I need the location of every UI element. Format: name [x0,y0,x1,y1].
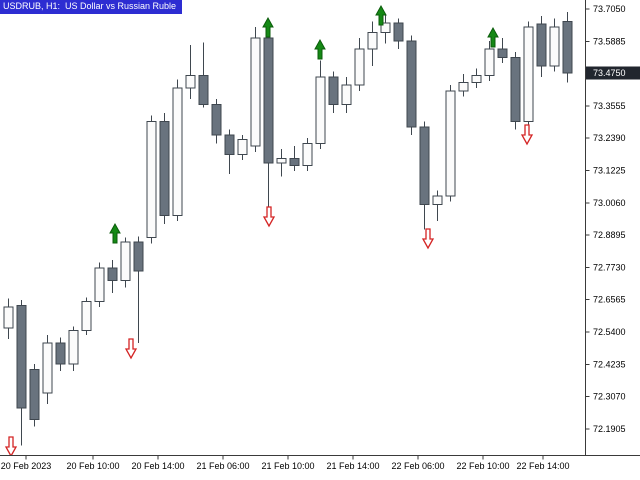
candle-body [471,75,482,83]
up-arrow-icon [487,26,499,48]
candle-body [393,22,404,42]
candle-body [367,32,378,50]
time-axis-panel [0,456,586,480]
candles-layer [3,11,573,446]
down-arrow-icon [421,228,435,250]
price-axis-label: 72.8895 [593,230,626,240]
candle-body [484,48,495,77]
time-axis-label: 22 Feb 10:00 [456,461,509,471]
candle-body [159,120,170,217]
candle-body [302,142,313,167]
price-axis-label: 73.5885 [593,36,626,46]
candle-body [523,26,534,122]
candle-body [328,76,339,106]
price-axis-label: 73.3555 [593,101,626,111]
candle-body [263,37,274,164]
candle-body [55,342,66,365]
price-axis-label: 73.1225 [593,166,626,176]
down-arrow-icon [124,338,138,360]
candle-body [250,37,261,147]
time-axis-label: 21 Feb 14:00 [326,461,379,471]
candle-body [224,134,235,156]
down-arrow-icon [4,436,18,458]
down-arrow-icon [262,206,276,228]
candle-body [510,57,521,122]
candle-body [432,195,443,205]
candle-body [107,267,118,282]
price-axis-label: 73.7050 [593,4,626,14]
candle-body [146,120,157,239]
candle-body [497,48,508,59]
candle-body [354,48,365,86]
candle-body [406,40,417,128]
price-axis-label: 72.7730 [593,262,626,272]
down-arrow-icon [520,124,534,146]
candle-body [3,306,14,329]
time-axis-label: 22 Feb 06:00 [391,461,444,471]
candle-body [81,301,92,332]
candle-body [94,267,105,303]
candle-body [198,75,209,106]
candle-body [289,158,300,167]
current-price-label: 73.4750 [593,68,626,78]
candle-body [42,342,53,394]
chart-title: USDRUB, H1: US Dollar vs Russian Ruble [0,0,183,14]
price-axis-label: 72.4235 [593,359,626,369]
time-axis-label: 21 Feb 06:00 [196,461,249,471]
price-axis-label: 72.5400 [593,327,626,337]
candle-body [133,241,144,272]
candle-body [536,23,547,67]
signals-layer [4,4,534,458]
up-arrow-icon [314,38,326,60]
time-axis-label: 20 Feb 14:00 [131,461,184,471]
candle-body [549,26,560,67]
candle-body [276,158,287,164]
candle-body [211,104,222,136]
candle-body [172,87,183,217]
candle-body [445,90,456,197]
candle-body [562,20,573,74]
price-axis-label: 72.1905 [593,424,626,434]
price-axis-label: 73.2390 [593,133,626,143]
candle-body [16,305,27,409]
time-axis-label: 20 Feb 2023 [1,461,52,471]
time-axis-label: 22 Feb 14:00 [516,461,569,471]
candle-body [380,22,391,34]
time-axis-label: 20 Feb 10:00 [66,461,119,471]
price-axis-panel [586,0,640,480]
candle-body [68,330,79,365]
price-axis-label: 72.6565 [593,295,626,305]
up-arrow-icon [262,16,274,38]
current-price-tag [586,66,640,80]
candle-body [458,81,469,92]
time-axis-label: 21 Feb 10:00 [261,461,314,471]
price-axis-label: 73.0060 [593,198,626,208]
candle-body [419,126,430,205]
candle-body [315,76,326,144]
candle-body [120,241,131,282]
candle-body [185,75,196,89]
candle-body [29,368,40,420]
candle-body [341,84,352,106]
up-arrow-icon [109,222,121,244]
price-axis-label: 72.3070 [593,392,626,402]
candle-body [237,138,248,156]
up-arrow-icon [375,4,387,26]
